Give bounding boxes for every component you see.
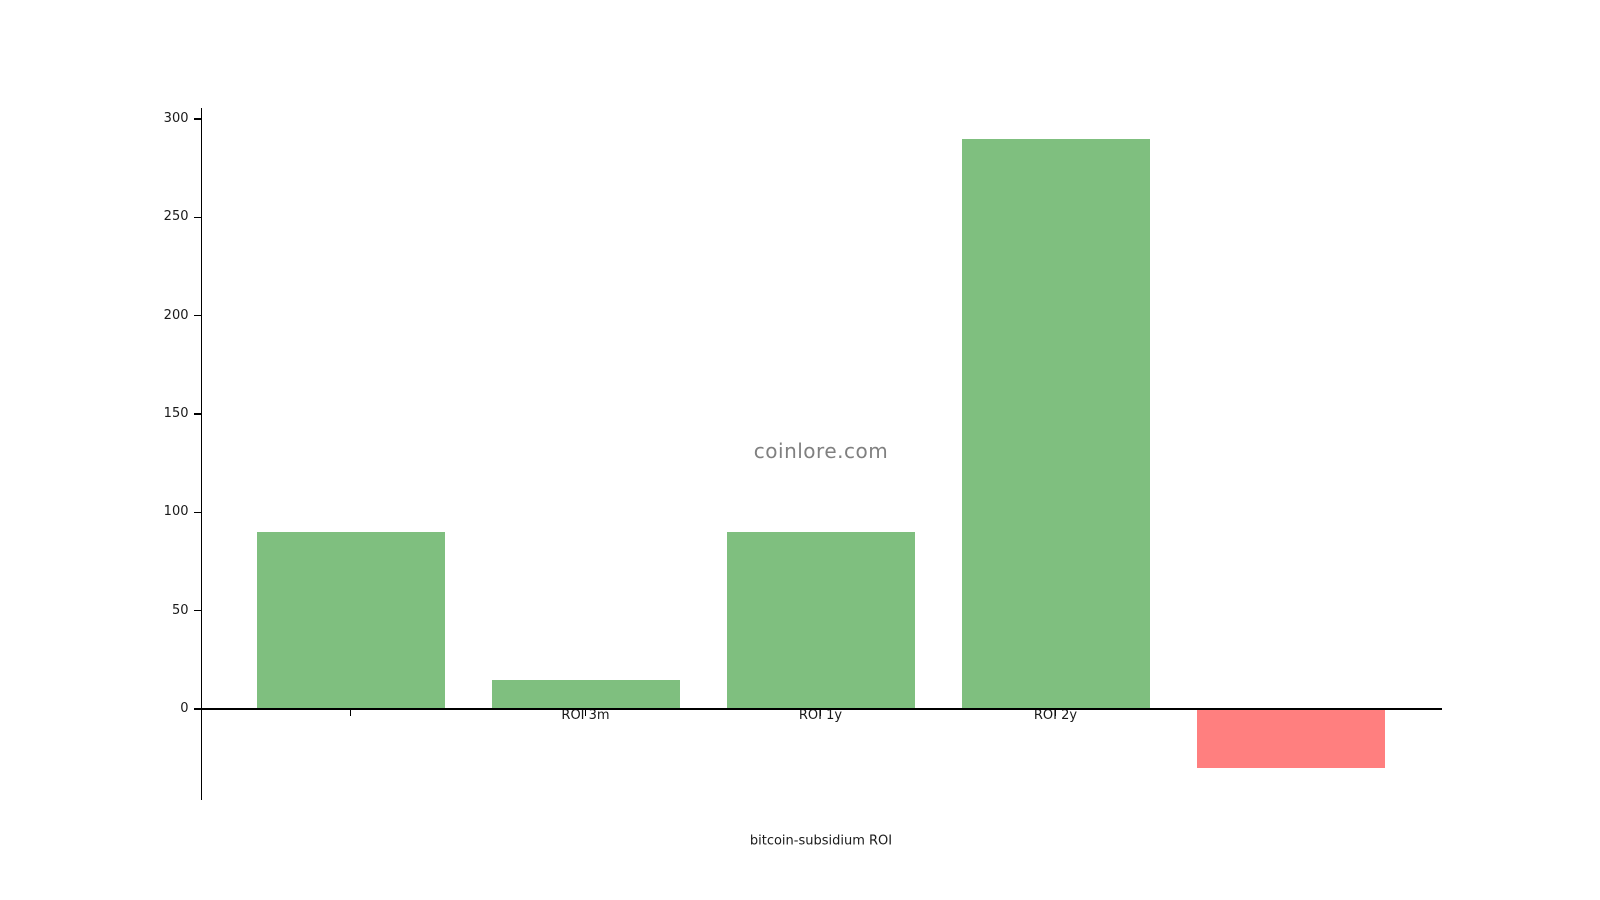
y-tick-label: 250 bbox=[163, 209, 189, 225]
y-tick bbox=[193, 708, 201, 710]
x-tick-label: ROI 2y bbox=[1033, 708, 1078, 723]
y-tick-label: 0 bbox=[180, 701, 189, 716]
x-axis-title: bitcoin-subsidium ROI bbox=[749, 833, 893, 849]
y-tick bbox=[193, 118, 201, 120]
x-axis-line bbox=[200, 708, 1442, 710]
y-axis-line bbox=[200, 108, 202, 800]
y-tick bbox=[193, 216, 201, 218]
y-tick-label: 200 bbox=[163, 307, 189, 323]
y-tick bbox=[193, 315, 201, 317]
y-tick-label: 50 bbox=[171, 602, 189, 618]
bar-unlabeled-0 bbox=[256, 532, 445, 709]
x-tick-label: ROI 3m bbox=[561, 708, 610, 723]
bar-unlabeled-4 bbox=[1196, 709, 1385, 768]
x-tick bbox=[584, 709, 587, 716]
y-tick bbox=[193, 511, 201, 513]
y-tick bbox=[193, 610, 201, 612]
y-tick-label: 100 bbox=[163, 504, 189, 520]
y-tick-label: 300 bbox=[163, 111, 189, 126]
x-tick bbox=[349, 709, 352, 716]
watermark: coinlore.com bbox=[753, 439, 889, 463]
bar-roi-1y bbox=[726, 532, 915, 709]
x-tick bbox=[1054, 709, 1057, 716]
bar-roi-3m bbox=[491, 679, 680, 709]
y-tick bbox=[193, 413, 201, 415]
bar-roi-2y bbox=[961, 138, 1150, 709]
x-tick bbox=[819, 709, 822, 716]
x-tick-label: ROI 1y bbox=[798, 708, 843, 723]
y-tick-label: 150 bbox=[163, 406, 189, 421]
